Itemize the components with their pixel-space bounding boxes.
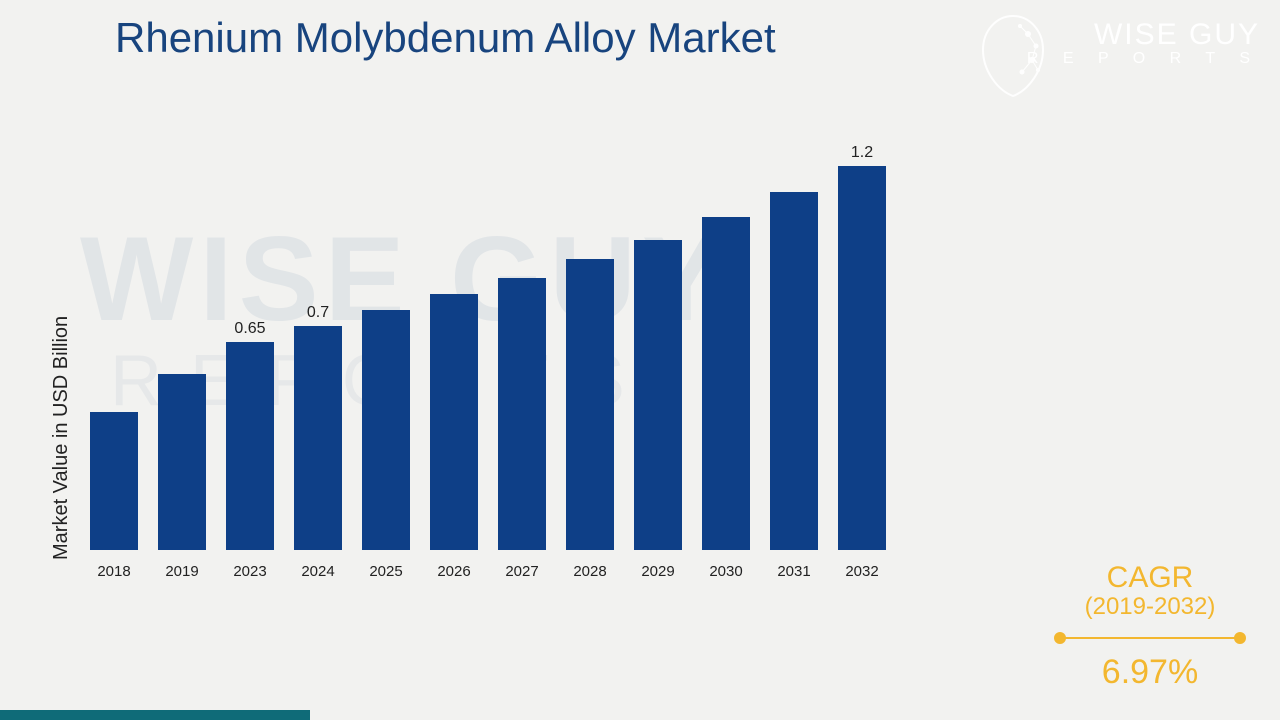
bar-2031 — [770, 170, 818, 550]
x-tick-2018: 2018 — [90, 563, 138, 580]
bar-rect — [498, 278, 546, 550]
brand-line2: R E P O R T S — [1027, 50, 1260, 68]
bar-rect — [566, 259, 614, 550]
x-tick-2027: 2027 — [498, 563, 546, 580]
bar-rect — [838, 166, 886, 550]
x-tick-2026: 2026 — [430, 563, 478, 580]
x-tick-2028: 2028 — [566, 563, 614, 580]
cagr-box: CAGR (2019-2032) 6.97% — [1020, 561, 1280, 692]
bar-value-label: 1.2 — [851, 144, 873, 162]
bar-2024: 0.7 — [294, 304, 342, 550]
cagr-divider — [1060, 637, 1240, 639]
cagr-value: 6.97% — [1020, 653, 1280, 692]
x-tick-2029: 2029 — [634, 563, 682, 580]
bar-rect — [90, 412, 138, 550]
bars-container: 0.650.71.2 — [90, 150, 910, 550]
bar-2028 — [566, 237, 614, 550]
bar-value-label: 0.7 — [307, 304, 329, 322]
bar-rect — [634, 240, 682, 550]
x-tick-2023: 2023 — [226, 563, 274, 580]
footer-accent-bar — [0, 710, 310, 720]
x-tick-2025: 2025 — [362, 563, 410, 580]
brand-line1: WISE GUY — [1027, 18, 1260, 52]
x-tick-2024: 2024 — [294, 563, 342, 580]
bar-2023: 0.65 — [226, 320, 274, 550]
x-tick-2031: 2031 — [770, 563, 818, 580]
stage: WISE GUY R E P O R T S Rhenium Molybdenu… — [0, 0, 1280, 720]
bar-2027 — [498, 256, 546, 550]
cagr-range: (2019-2032) — [1020, 593, 1280, 621]
x-tick-2032: 2032 — [838, 563, 886, 580]
bar-rect — [226, 342, 274, 550]
bar-rect — [158, 374, 206, 550]
bar-rect — [770, 192, 818, 550]
bar-2025 — [362, 288, 410, 550]
bar-rect — [702, 217, 750, 550]
chart-title: Rhenium Molybdenum Alloy Market — [115, 14, 776, 62]
brand-logo: WISE GUY R E P O R T S — [1027, 18, 1260, 68]
bar-chart: 0.650.71.2 20182019202320242025202620272… — [90, 150, 910, 580]
bar-2032: 1.2 — [838, 144, 886, 550]
bar-rect — [294, 326, 342, 550]
bar-rect — [430, 294, 478, 550]
bar-2029 — [634, 218, 682, 550]
bar-value-label: 0.65 — [234, 320, 265, 338]
bar-rect — [362, 310, 410, 550]
cagr-label: CAGR — [1020, 561, 1280, 595]
bar-2018 — [90, 390, 138, 550]
bar-2019 — [158, 352, 206, 550]
bar-2026 — [430, 272, 478, 550]
x-tick-2030: 2030 — [702, 563, 750, 580]
x-ticks: 2018 2019 2023 2024 2025 2026 2027 2028 2029 2030… — [90, 563, 910, 580]
x-tick-2019: 2019 — [158, 563, 206, 580]
bar-2030 — [702, 195, 750, 550]
y-axis-label: Market Value in USD Billion — [50, 316, 73, 560]
